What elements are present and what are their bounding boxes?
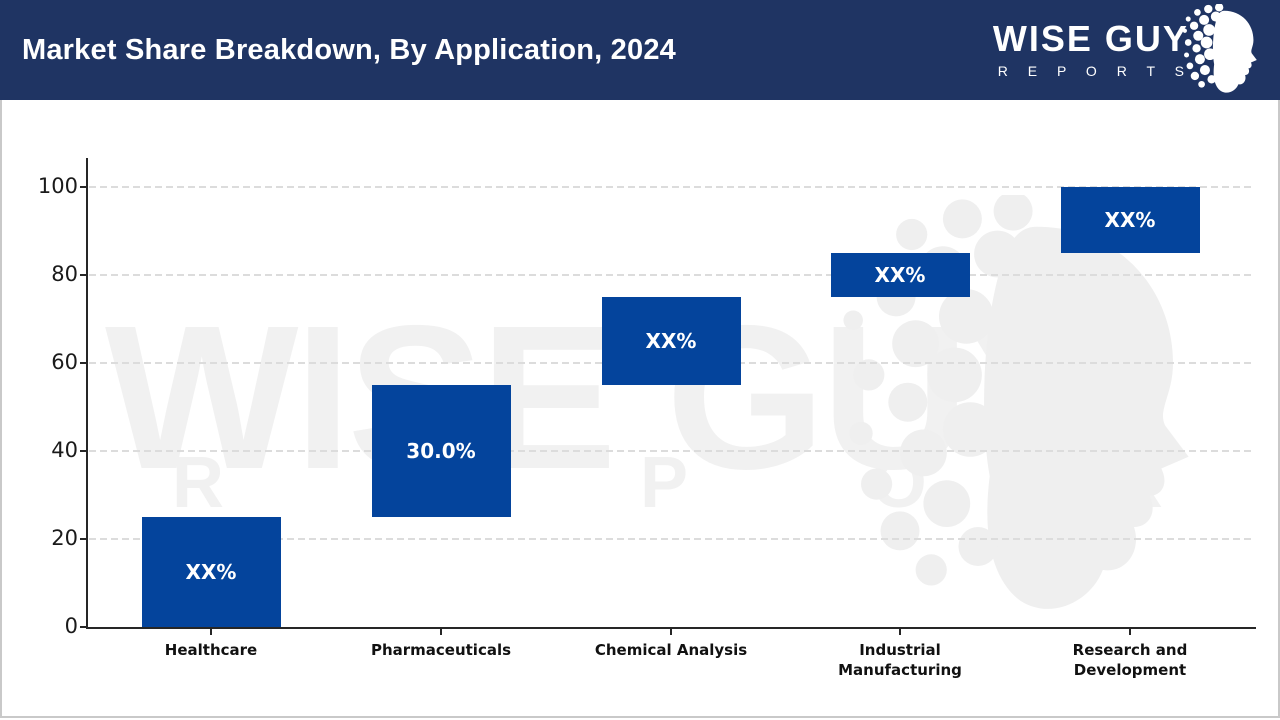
category-label: Chemical Analysis bbox=[594, 641, 748, 659]
header: Market Share Breakdown, By Application, … bbox=[0, 0, 1280, 100]
bar-value-label: 30.0% bbox=[406, 439, 476, 463]
x-tick-mark bbox=[1129, 629, 1131, 635]
bar-value-label: XX% bbox=[874, 263, 926, 287]
page-title: Market Share Breakdown, By Application, … bbox=[22, 33, 676, 66]
bar-value-label: XX% bbox=[1104, 208, 1156, 232]
category-label: Research and Development bbox=[1072, 641, 1188, 680]
y-tick-mark bbox=[80, 186, 87, 188]
y-tick-mark bbox=[80, 626, 87, 628]
category-label: Healthcare bbox=[164, 641, 258, 659]
bar-segment: XX% bbox=[1060, 187, 1200, 253]
y-tick-label: 80 bbox=[51, 262, 78, 286]
x-tick-mark bbox=[210, 629, 212, 635]
bar-segment: XX% bbox=[601, 297, 741, 385]
logo-head-icon bbox=[1182, 4, 1257, 93]
category-label: Industrial Manufacturing bbox=[838, 641, 962, 680]
x-tick-mark bbox=[899, 629, 901, 635]
logo-wordmark: WISE GUY bbox=[992, 18, 1189, 59]
x-axis bbox=[86, 627, 1256, 629]
x-tick-mark bbox=[670, 629, 672, 635]
category-label: Pharmaceuticals bbox=[370, 641, 512, 659]
gridline bbox=[89, 274, 1253, 276]
y-tick-mark bbox=[80, 274, 87, 276]
gridline bbox=[89, 538, 1253, 540]
y-tick-mark bbox=[80, 538, 87, 540]
logo-text: WISE GUY R E P O R T S bbox=[990, 18, 1192, 80]
bar-value-label: XX% bbox=[185, 560, 237, 584]
gridline bbox=[89, 450, 1253, 452]
watermark-head-icon bbox=[843, 195, 1189, 609]
wise-guy-logo: WISE GUY R E P O R T S bbox=[990, 4, 1262, 96]
y-tick-label: 100 bbox=[37, 174, 78, 198]
x-tick-mark bbox=[440, 629, 442, 635]
y-tick-label: 20 bbox=[51, 526, 78, 550]
bar-segment: XX% bbox=[830, 253, 970, 297]
y-tick-mark bbox=[80, 362, 87, 364]
bar-segment: 30.0% bbox=[371, 385, 511, 517]
y-tick-label: 0 bbox=[64, 614, 78, 638]
bar-segment: XX% bbox=[141, 517, 281, 627]
y-tick-label: 60 bbox=[51, 350, 78, 374]
gridline bbox=[89, 186, 1253, 188]
chart-area: WISE GUY R E P O R T S 020406080100XX%He… bbox=[0, 100, 1280, 720]
bar-value-label: XX% bbox=[645, 329, 697, 353]
y-tick-mark bbox=[80, 450, 87, 452]
y-tick-label: 40 bbox=[51, 438, 78, 462]
y-axis bbox=[86, 158, 88, 629]
logo-subtitle: R E P O R T S bbox=[997, 63, 1192, 79]
